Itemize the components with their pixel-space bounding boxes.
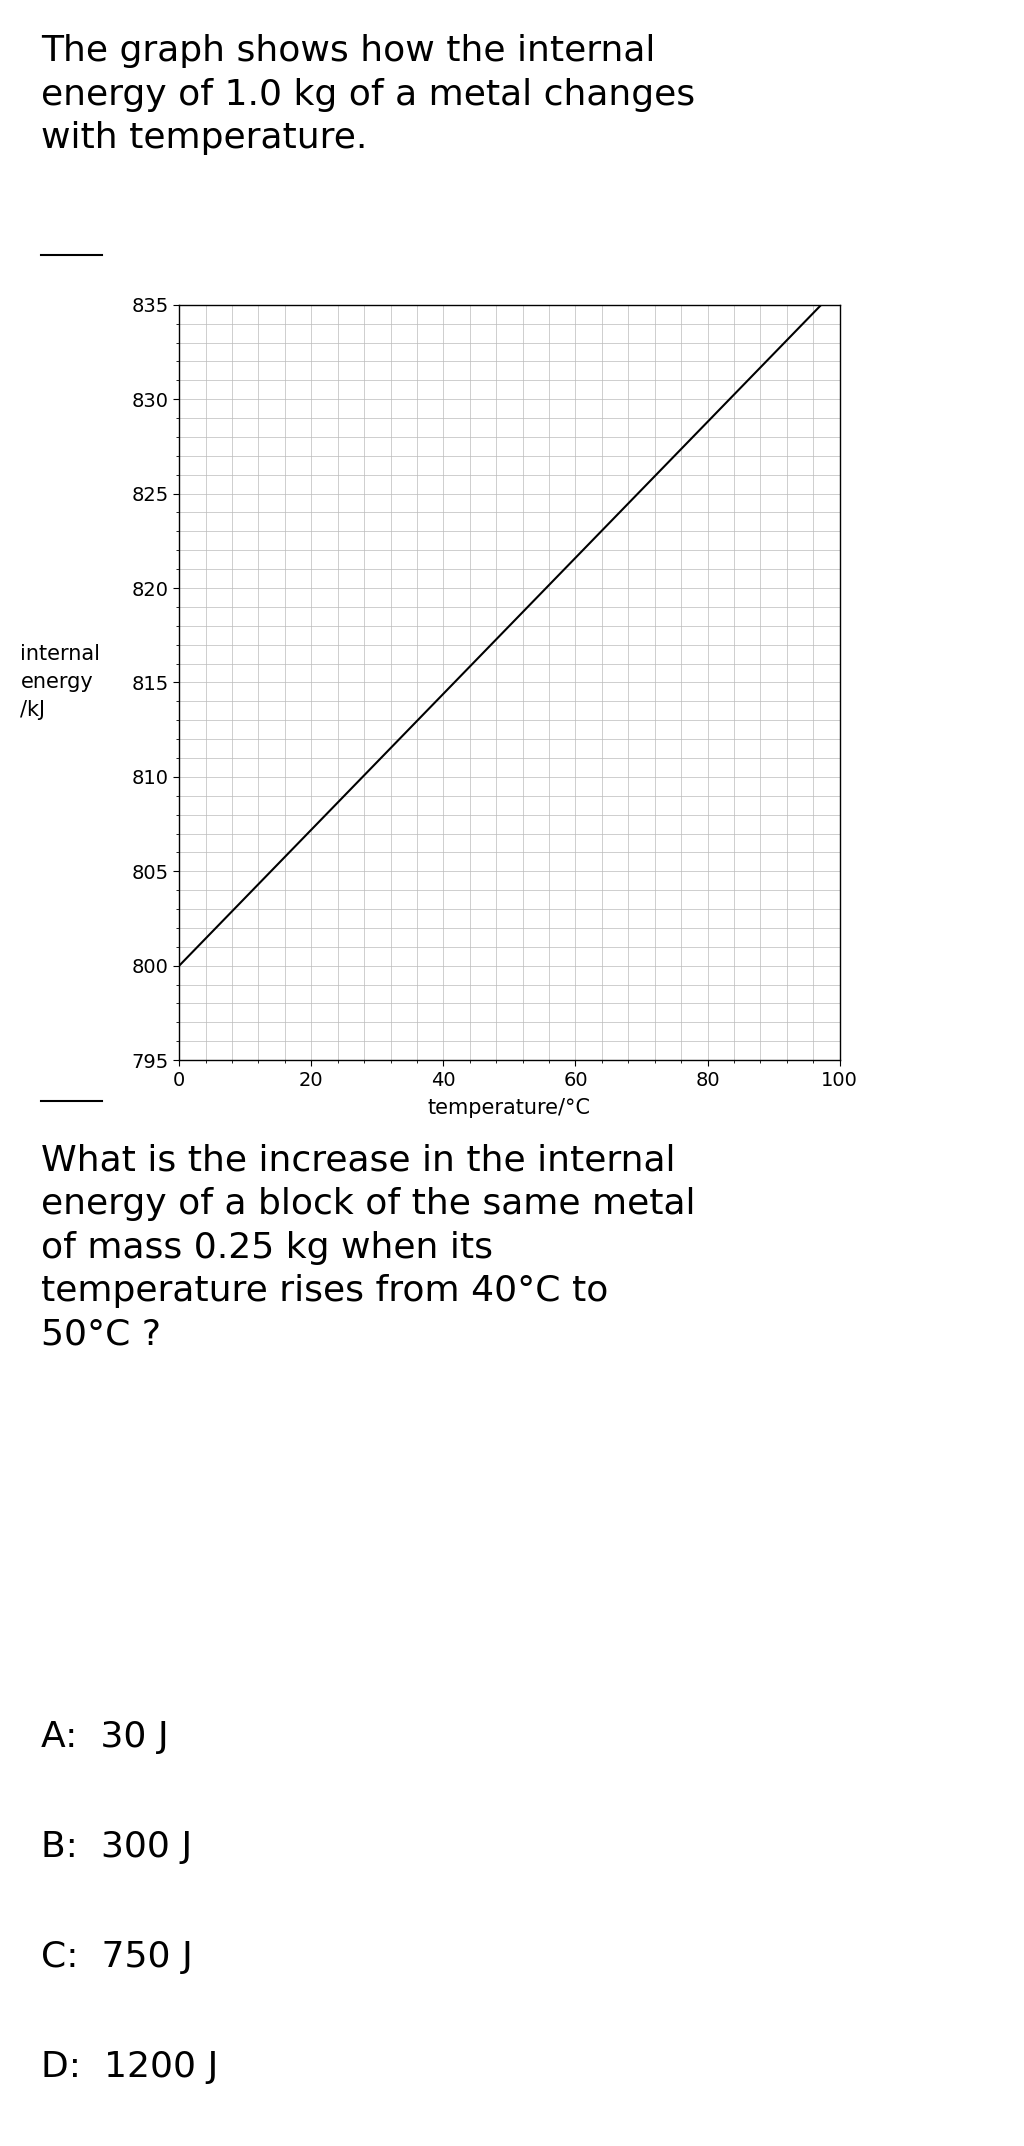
Text: The graph shows how the internal
energy of 1.0 kg of a metal changes
with temper: The graph shows how the internal energy … — [41, 34, 695, 155]
Text: What is the increase in the internal
energy of a block of the same metal
of mass: What is the increase in the internal ene… — [41, 1144, 695, 1352]
Text: internal
energy
/kJ: internal energy /kJ — [20, 644, 100, 721]
Text: B:  300 J: B: 300 J — [41, 1831, 193, 1865]
X-axis label: temperature/°C: temperature/°C — [428, 1099, 591, 1118]
Text: D:  1200 J: D: 1200 J — [41, 2049, 218, 2084]
Text: A:  30 J: A: 30 J — [41, 1719, 169, 1753]
Text: C:  750 J: C: 750 J — [41, 1940, 193, 1974]
